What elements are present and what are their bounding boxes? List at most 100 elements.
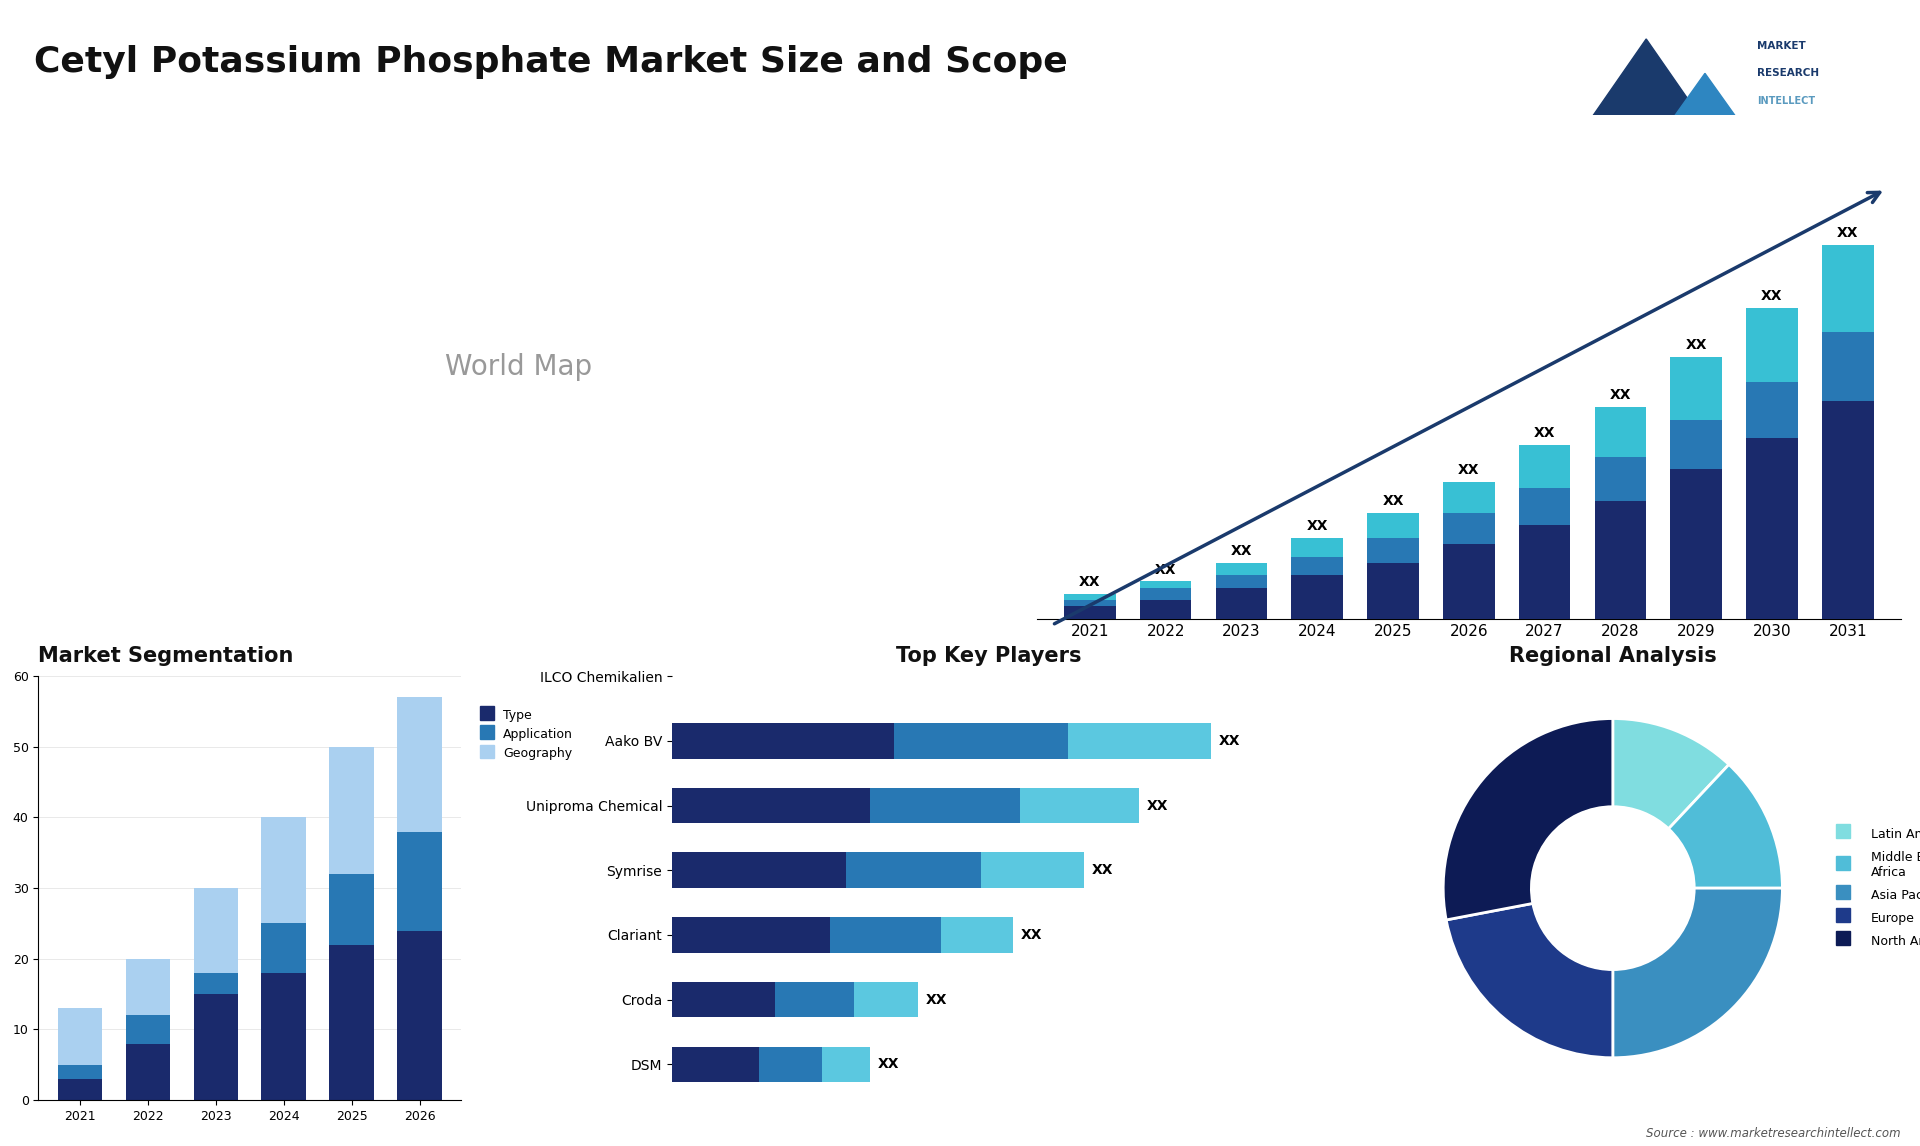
Wedge shape [1613, 888, 1782, 1058]
Bar [1140, 601, 1192, 619]
Bar [1367, 513, 1419, 537]
Text: World Map: World Map [445, 353, 591, 380]
Polygon shape [1584, 39, 1709, 128]
Bar [58, 1080, 102, 1100]
Bar [822, 1046, 870, 1082]
Bar [672, 853, 847, 888]
Bar [1140, 588, 1192, 601]
Title: Top Key Players: Top Key Players [897, 646, 1081, 666]
Bar [58, 1008, 102, 1065]
Bar [758, 1046, 822, 1082]
Text: XX: XX [1837, 227, 1859, 241]
Bar [1068, 723, 1210, 759]
Bar [1596, 457, 1645, 501]
Bar [1822, 332, 1874, 401]
Bar [194, 888, 238, 973]
Bar [397, 931, 442, 1100]
Text: XX: XX [1156, 563, 1177, 576]
Bar [194, 994, 238, 1100]
Bar [1292, 557, 1342, 575]
Bar [1444, 513, 1494, 544]
Bar [397, 832, 442, 931]
Bar [125, 959, 169, 1015]
Text: XX: XX [1534, 425, 1555, 440]
Bar [330, 944, 374, 1100]
Bar [1596, 501, 1645, 619]
Bar [1367, 537, 1419, 563]
Bar [1670, 419, 1722, 470]
Bar [672, 917, 829, 952]
Bar [1444, 544, 1494, 619]
Bar [1822, 401, 1874, 619]
Bar [893, 723, 1068, 759]
Polygon shape [1667, 73, 1743, 128]
Text: XX: XX [1761, 289, 1782, 303]
Bar [870, 787, 1021, 823]
Bar [1021, 787, 1139, 823]
Bar [1140, 581, 1192, 588]
Bar [1670, 358, 1722, 419]
Bar [1215, 575, 1267, 588]
Bar [1596, 407, 1645, 457]
Bar [941, 917, 1012, 952]
Bar [1670, 470, 1722, 619]
Bar [981, 853, 1083, 888]
Text: RESEARCH: RESEARCH [1757, 69, 1820, 78]
Text: XX: XX [1457, 463, 1480, 477]
Text: MARKET: MARKET [1757, 41, 1807, 50]
Text: XX: XX [1686, 338, 1707, 353]
Bar [847, 853, 981, 888]
Bar [672, 1046, 758, 1082]
Bar [330, 747, 374, 874]
Bar [829, 917, 941, 952]
Bar [1519, 488, 1571, 526]
Text: XX: XX [1079, 575, 1100, 589]
Bar [330, 874, 374, 944]
Text: XX: XX [877, 1058, 899, 1072]
Bar [1745, 438, 1797, 619]
Text: XX: XX [1219, 733, 1240, 748]
Text: XX: XX [1382, 494, 1404, 508]
Wedge shape [1446, 903, 1613, 1058]
Text: Market Segmentation: Market Segmentation [38, 646, 294, 666]
Bar [261, 924, 305, 973]
Bar [58, 1065, 102, 1080]
Bar [194, 973, 238, 994]
Bar [1215, 563, 1267, 575]
Circle shape [1532, 807, 1693, 970]
Bar [1822, 245, 1874, 332]
Bar [1745, 383, 1797, 438]
Bar [1745, 307, 1797, 383]
Legend: Latin America, Middle East &
Africa, Asia Pacific, Europe, North America: Latin America, Middle East & Africa, Asi… [1832, 823, 1920, 953]
Text: Cetyl Potassium Phosphate Market Size and Scope: Cetyl Potassium Phosphate Market Size an… [35, 45, 1068, 79]
Bar [776, 982, 854, 1018]
Text: INTELLECT: INTELLECT [1757, 96, 1814, 105]
Bar [1367, 563, 1419, 619]
Text: XX: XX [1306, 519, 1329, 533]
Bar [672, 982, 776, 1018]
Text: XX: XX [1231, 544, 1252, 558]
Wedge shape [1668, 764, 1782, 888]
Wedge shape [1444, 719, 1613, 920]
Bar [854, 982, 918, 1018]
Bar [1519, 526, 1571, 619]
Bar [261, 973, 305, 1100]
Bar [397, 697, 442, 832]
Bar [1064, 606, 1116, 619]
Title: Regional Analysis: Regional Analysis [1509, 646, 1716, 666]
Bar [1292, 575, 1342, 619]
Text: XX: XX [1609, 388, 1632, 402]
Bar [1064, 594, 1116, 601]
Legend: Type, Application, Geography: Type, Application, Geography [476, 704, 578, 766]
Bar [1064, 601, 1116, 606]
Wedge shape [1613, 719, 1728, 829]
Bar [672, 723, 893, 759]
Bar [261, 817, 305, 924]
Bar [1519, 445, 1571, 488]
Bar [125, 1015, 169, 1044]
Bar [672, 787, 870, 823]
Bar [125, 1044, 169, 1100]
Text: XX: XX [925, 992, 947, 1006]
Text: XX: XX [1021, 928, 1043, 942]
Bar [1215, 588, 1267, 619]
